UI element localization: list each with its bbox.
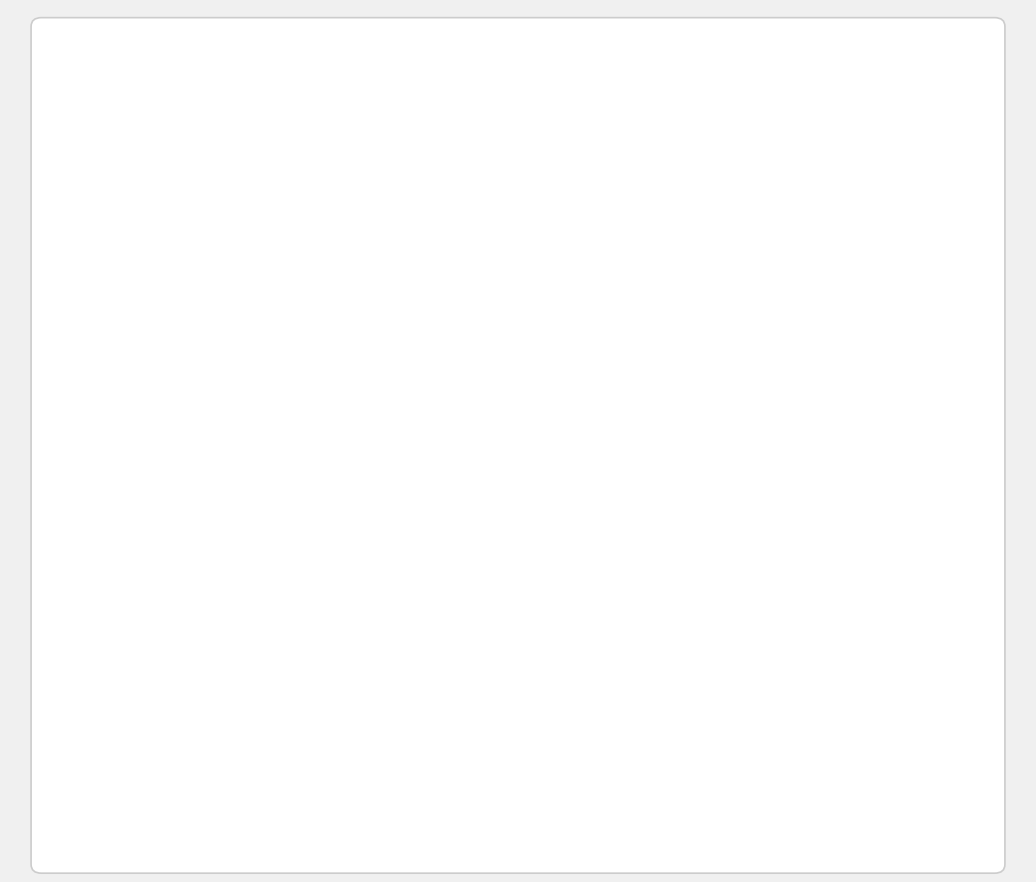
Text: $\lim_{n \to \infty}$: $\lim_{n \to \infty}$ [204,431,249,474]
Text: [ Select ]: [ Select ] [88,491,201,515]
Text: . Thus: . Thus [826,490,910,517]
Text: between two functions.: between two functions. [62,189,387,217]
Text: ∨: ∨ [769,494,782,512]
Text: determine the asymptotic relationship: determine the asymptotic relationship [62,125,595,153]
FancyBboxPatch shape [62,470,803,536]
Text: $\lim_{n \to \infty} \left( \dfrac{n^3}{n\,\log_2 n^2} \right)$: $\lim_{n \to \infty} \left( \dfrac{n^3}{… [379,274,657,370]
FancyBboxPatch shape [257,616,853,686]
Text: $f\,(n) \in$: $f\,(n) \in$ [62,634,149,662]
Text: ∨: ∨ [818,642,832,660]
Text: As the: As the [62,438,159,467]
Text: $(g(n)).$: $(g(n)).$ [62,729,152,761]
Text: Suppose you are using the limit method to: Suppose you are using the limit method t… [62,62,656,90]
Text: [ Select ]: [ Select ] [283,639,396,663]
Text: this would equal: this would equal [371,438,599,467]
